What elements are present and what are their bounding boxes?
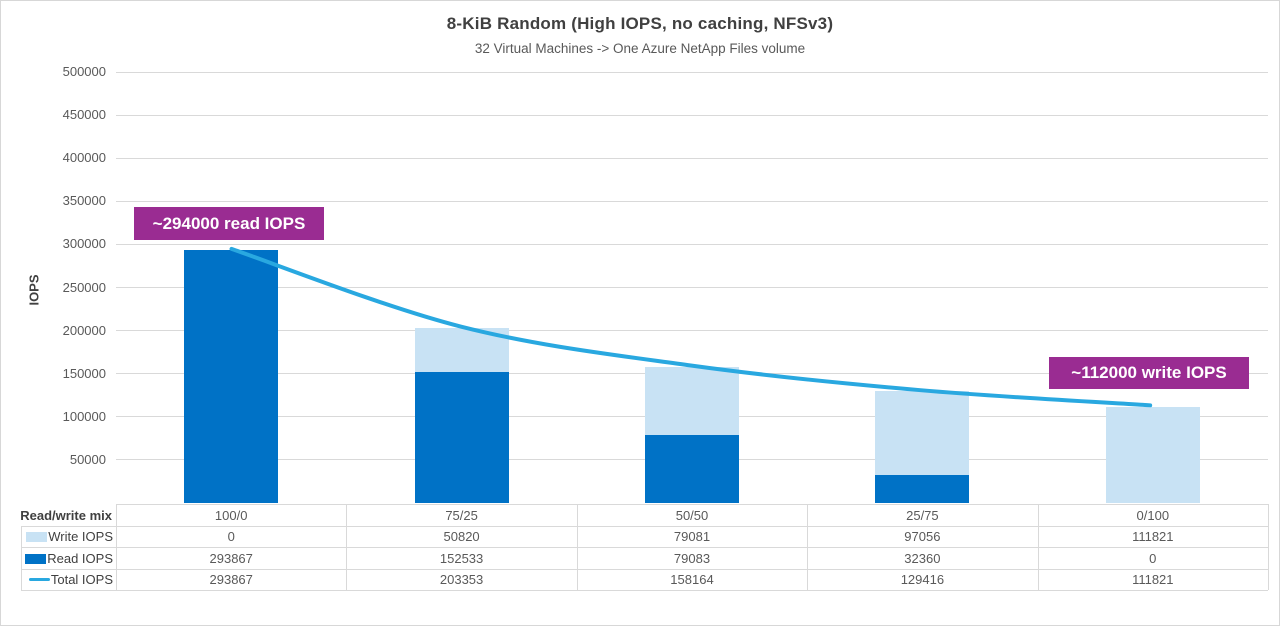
table-value-cell: 79081 — [673, 529, 711, 544]
table-border-line — [21, 569, 1268, 570]
table-value-cell: 129416 — [900, 572, 945, 587]
y-gridline — [116, 200, 1268, 202]
table-series-label: Read IOPS — [22, 548, 113, 569]
table-value-cell: 97056 — [904, 529, 941, 544]
table-value-cell: 158164 — [670, 572, 714, 587]
table-border-line — [116, 504, 1268, 505]
annotation-read-iops: ~294000 read IOPS — [134, 207, 324, 240]
table-border-line — [21, 547, 1268, 548]
table-value-cell: 79083 — [673, 551, 711, 566]
y-axis-tick-label: 500000 — [62, 64, 106, 79]
table-corner-label: Read/write mix — [20, 508, 112, 523]
table-value-cell: 293867 — [209, 551, 253, 566]
y-axis-tick-label: 350000 — [62, 193, 106, 209]
legend-key-read-iops-swatch-icon — [25, 553, 47, 564]
table-value-cell: 203353 — [439, 572, 484, 587]
table-border-line — [807, 504, 809, 590]
y-axis-tick-label: 250000 — [62, 279, 106, 295]
table-category-header: 25/75 — [906, 508, 939, 523]
bar-segment-read-iops — [875, 475, 970, 503]
y-axis-tick-label: 50000 — [69, 451, 106, 467]
y-gridline — [116, 71, 1268, 73]
y-axis-tick-label: 450000 — [62, 107, 106, 123]
legend-key-total-iops-line-icon — [28, 578, 50, 582]
y-gridline — [116, 114, 1268, 116]
table-value-cell: 50820 — [443, 529, 480, 544]
table-category-header: 75/25 — [445, 508, 478, 523]
table-value-cell: 152533 — [439, 551, 484, 566]
table-border-line — [21, 526, 22, 590]
y-gridline — [116, 243, 1268, 245]
table-border-line — [116, 504, 117, 590]
table-category-header: 0/100 — [1136, 508, 1170, 523]
chart-title: 8-KiB Random (High IOPS, no caching, NFS… — [446, 14, 834, 33]
table-border-line — [21, 526, 1268, 527]
chart-subtitle: 32 Virtual Machines -> One Azure NetApp … — [474, 41, 806, 56]
table-value-cell: 111821 — [1132, 572, 1174, 587]
bar-segment-write-iops — [1105, 406, 1200, 503]
table-border-line — [1268, 504, 1269, 590]
y-gridline — [116, 157, 1268, 159]
bar-segment-read-iops — [645, 434, 739, 503]
table-value-cell: 0 — [227, 529, 235, 544]
table-value-cell: 111821 — [1132, 529, 1174, 544]
legend-key-write-iops-swatch-icon — [26, 531, 48, 542]
table-series-label: Write IOPS — [22, 527, 113, 547]
legend-label: Read IOPS — [47, 551, 113, 566]
y-axis-tick-label: 100000 — [62, 408, 106, 424]
legend-label: Total IOPS — [50, 572, 113, 587]
y-axis-tick-label: 300000 — [62, 236, 106, 252]
table-value-cell: 32360 — [904, 551, 941, 566]
legend-label: Write IOPS — [48, 529, 113, 544]
table-category-header: 100/0 — [214, 508, 248, 523]
y-axis-tick-label: 200000 — [62, 322, 106, 338]
y-axis-tick-label: 150000 — [62, 365, 106, 381]
table-border-line — [346, 504, 348, 590]
table-series-label: Total IOPS — [22, 570, 113, 590]
table-value-cell: 293867 — [209, 572, 253, 587]
table-border-line — [576, 504, 578, 590]
table-border-line — [21, 590, 1268, 591]
table-value-cell: 0 — [1149, 551, 1157, 566]
annotation-write-iops: ~112000 write IOPS — [1049, 357, 1249, 389]
table-border-line — [1037, 504, 1039, 590]
table-category-header: 50/50 — [675, 508, 709, 523]
y-axis-tick-label: 400000 — [62, 150, 106, 166]
